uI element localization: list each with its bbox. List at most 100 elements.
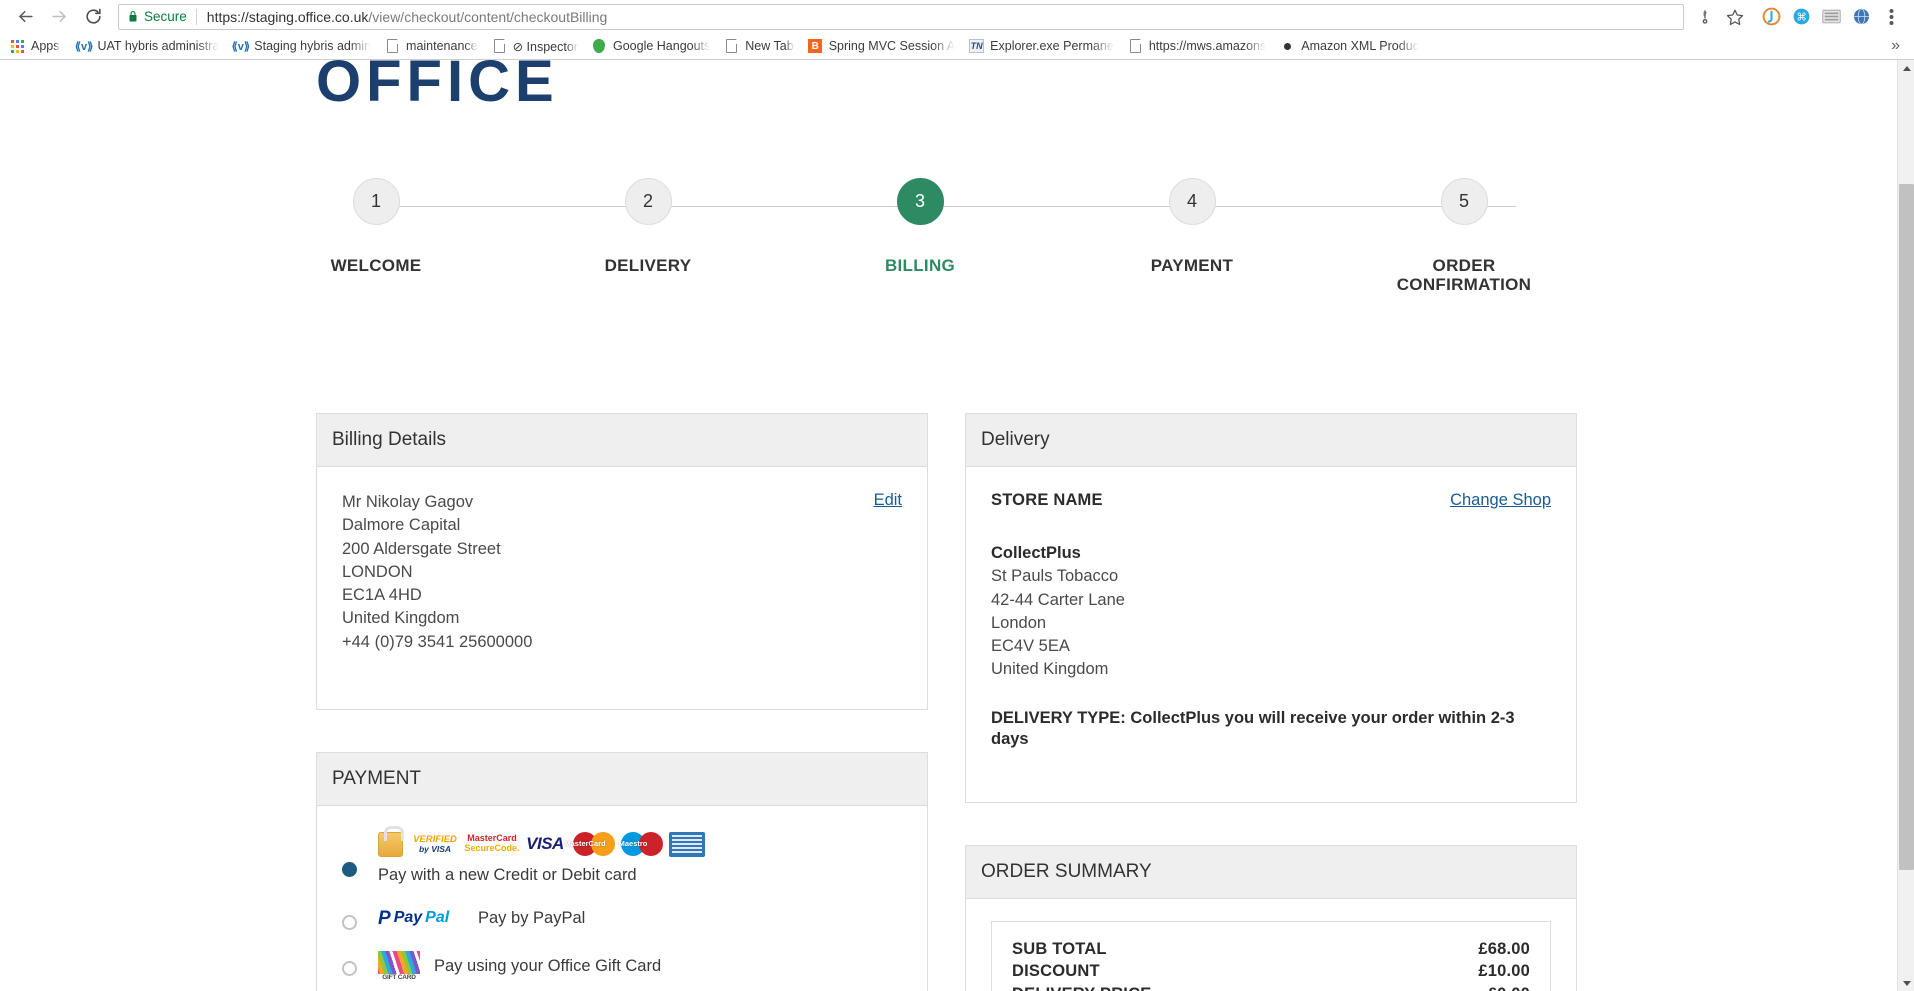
panel-header: PAYMENT bbox=[317, 753, 927, 806]
page-title-billing: Billing Details bbox=[332, 429, 447, 450]
page-content: OFFICE 1 WELCOME 2 DELIVERY 3 BILLING bbox=[0, 60, 1897, 991]
bookmark-label: Staging hybris admin bbox=[254, 39, 372, 53]
summary-label: DISCOUNT bbox=[1012, 962, 1100, 981]
step-label: PAYMENT bbox=[1150, 256, 1234, 275]
browser-toolbar: Secure https://staging.office.co.uk/view… bbox=[0, 0, 1914, 33]
summary-value: £10.00 bbox=[1478, 962, 1530, 981]
store-address-line: United Kingdom bbox=[991, 660, 1109, 679]
three-dot-menu-icon[interactable] bbox=[1876, 3, 1906, 31]
reload-icon[interactable] bbox=[76, 3, 110, 31]
payment-panel: PAYMENT VERIFIED by VISA MasterCa bbox=[316, 752, 928, 991]
dot-icon bbox=[1280, 39, 1295, 54]
mastercard-logo-text: MasterCard bbox=[564, 838, 606, 848]
bookmark-item-spring-mvc-session[interactable]: B Spring MVC Session A bbox=[801, 35, 962, 57]
paypal-logo: P Pay Pal bbox=[378, 905, 464, 931]
apps-grid-icon bbox=[10, 39, 25, 54]
checkout-step-order-confirmation[interactable]: 5 ORDER CONFIRMATION bbox=[1397, 178, 1531, 294]
checkout-step-billing[interactable]: 3 BILLING bbox=[860, 178, 980, 275]
store-name-label: STORE NAME bbox=[991, 491, 1103, 509]
bookmark-label: Explorer.exe Permane bbox=[990, 39, 1114, 53]
checkout-step-welcome[interactable]: 1 WELCOME bbox=[316, 178, 436, 275]
payment-option-body: GIFT CARD Pay using your Office Gift Car… bbox=[378, 951, 902, 981]
billing-address-row: Mr Nikolay Gagov Dalmore Capital 200 Ald… bbox=[342, 491, 902, 654]
mastercard-securecode-logo: MasterCard SecureCode. bbox=[464, 831, 520, 857]
page-title-payment: PAYMENT bbox=[332, 768, 422, 789]
bookmark-item-explorer-exe[interactable]: TN Explorer.exe Permane bbox=[962, 35, 1121, 57]
store-address-line: London bbox=[991, 613, 1047, 632]
bookmark-item-uat-hybris[interactable]: ⟪v⟫ UAT hybris administra bbox=[70, 35, 227, 57]
verified-by-visa-logo: VERIFIED by VISA bbox=[409, 831, 461, 857]
site-logo[interactable]: OFFICE bbox=[316, 60, 559, 114]
store-address-line: EC4V 5EA bbox=[991, 637, 1070, 655]
radio-credit-debit-card[interactable] bbox=[342, 862, 357, 877]
payment-option-body: P Pay Pal Pay by PayPal bbox=[378, 905, 902, 931]
scrollbar-thumb[interactable] bbox=[1899, 184, 1914, 870]
american-express-logo bbox=[669, 831, 705, 857]
store-name: CollectPlus bbox=[991, 544, 1081, 562]
msc-line1: MasterCard bbox=[467, 833, 517, 844]
scroll-down-arrow-icon[interactable] bbox=[1898, 975, 1914, 991]
star-icon[interactable] bbox=[1720, 3, 1750, 31]
grammarly-icon[interactable] bbox=[1756, 3, 1786, 31]
panel-body: Mr Nikolay Gagov Dalmore Capital 200 Ald… bbox=[317, 467, 927, 674]
summary-row-sub-total: SUB TOTAL £68.00 bbox=[1012, 938, 1530, 960]
browser-chrome: Secure https://staging.office.co.uk/view… bbox=[0, 0, 1914, 60]
change-shop-link[interactable]: Change Shop bbox=[1450, 491, 1551, 509]
bookmark-apps-label: Apps bbox=[31, 39, 60, 53]
edit-billing-link[interactable]: Edit bbox=[873, 491, 902, 509]
bookmark-item-new-tab[interactable]: New Tab bbox=[717, 35, 800, 57]
radio-paypal[interactable] bbox=[342, 915, 357, 930]
maestro-logo-text: Maestro bbox=[618, 838, 648, 848]
summary-value: £0.00 bbox=[1488, 983, 1530, 991]
radio-gift-card[interactable] bbox=[342, 961, 357, 976]
bookmark-item-mws-amazon[interactable]: https://mws.amazons bbox=[1121, 35, 1273, 57]
payment-option-paypal[interactable]: P Pay Pal Pay by PayPal bbox=[342, 905, 902, 931]
url-text: https://staging.office.co.uk/view/checko… bbox=[207, 9, 608, 25]
bookmark-item-amazon-xml-product[interactable]: Amazon XML Produc bbox=[1273, 35, 1426, 57]
bookmark-item-maintenance[interactable]: maintenance bbox=[378, 35, 485, 57]
address-line: Mr Nikolay Gagov bbox=[342, 493, 474, 511]
keyboard-icon[interactable] bbox=[1816, 3, 1846, 31]
delivery-type-text: DELIVERY TYPE: CollectPlus you will rece… bbox=[991, 708, 1515, 748]
address-bar[interactable]: Secure https://staging.office.co.uk/view… bbox=[118, 3, 1684, 30]
payment-option-label-gift-card: Pay using your Office Gift Card bbox=[434, 956, 662, 975]
page-title-order-summary: ORDER SUMMARY bbox=[981, 861, 1152, 882]
globe-icon[interactable] bbox=[1846, 3, 1876, 31]
mastercard-logo: MasterCard bbox=[564, 831, 615, 857]
bookmark-apps-button[interactable]: Apps bbox=[8, 35, 70, 57]
hybris-icon: ⟪v⟫ bbox=[231, 40, 250, 53]
page-scrollbar[interactable] bbox=[1897, 60, 1914, 991]
checkout-step-delivery[interactable]: 2 DELIVERY bbox=[588, 178, 708, 275]
paypal-pay-text: Pay bbox=[393, 909, 423, 926]
hybris-icon: ⟪v⟫ bbox=[74, 40, 94, 53]
step-number-circle: 5 bbox=[1440, 178, 1488, 225]
payment-option-gift-card[interactable]: GIFT CARD Pay using your Office Gift Car… bbox=[342, 951, 902, 981]
back-arrow-icon[interactable] bbox=[8, 3, 42, 31]
key-icon[interactable] bbox=[1690, 3, 1720, 31]
store-address: CollectPlus St Pauls Tobacco 42-44 Carte… bbox=[991, 542, 1551, 682]
secure-label: Secure bbox=[144, 9, 187, 24]
bookmark-item-staging-hybris[interactable]: ⟪v⟫ Staging hybris admin bbox=[226, 35, 378, 57]
step-label: DELIVERY bbox=[604, 256, 692, 275]
page-viewport: OFFICE 1 WELCOME 2 DELIVERY 3 BILLING bbox=[0, 60, 1914, 991]
billing-details-panel: Billing Details Mr Nikolay Gagov Dalmore… bbox=[316, 413, 928, 710]
summary-row-delivery-price: DELIVERY PRICE £0.00 bbox=[1012, 983, 1530, 991]
panel-header: Delivery bbox=[966, 414, 1576, 467]
hangouts-icon bbox=[592, 39, 607, 54]
checkout-step-payment[interactable]: 4 PAYMENT bbox=[1132, 178, 1252, 275]
address-line: LONDON bbox=[342, 562, 413, 581]
scroll-up-arrow-icon[interactable] bbox=[1898, 60, 1914, 77]
command-icon[interactable]: ⌘ bbox=[1786, 3, 1816, 31]
gift-card-logo: GIFT CARD bbox=[378, 951, 420, 981]
vbv-line1: VERIFIED bbox=[413, 834, 457, 845]
bookmark-item-inspector[interactable]: ⊘ Inspector bbox=[485, 35, 585, 57]
checkout-steps-connector-line bbox=[376, 206, 1516, 207]
msc-line2: SecureCode. bbox=[464, 843, 520, 853]
bookmark-item-google-hangouts[interactable]: Google Hangouts bbox=[585, 35, 717, 57]
bookmark-label: https://mws.amazons bbox=[1148, 39, 1267, 53]
bookmark-label: maintenance bbox=[406, 39, 478, 53]
url-domain: https://staging.office.co.uk bbox=[206, 8, 369, 25]
bookmarks-overflow-button[interactable]: » bbox=[1891, 37, 1900, 54]
document-icon bbox=[492, 39, 507, 54]
payment-option-credit-debit-card[interactable]: VERIFIED by VISA MasterCard SecureCode. … bbox=[342, 825, 902, 885]
